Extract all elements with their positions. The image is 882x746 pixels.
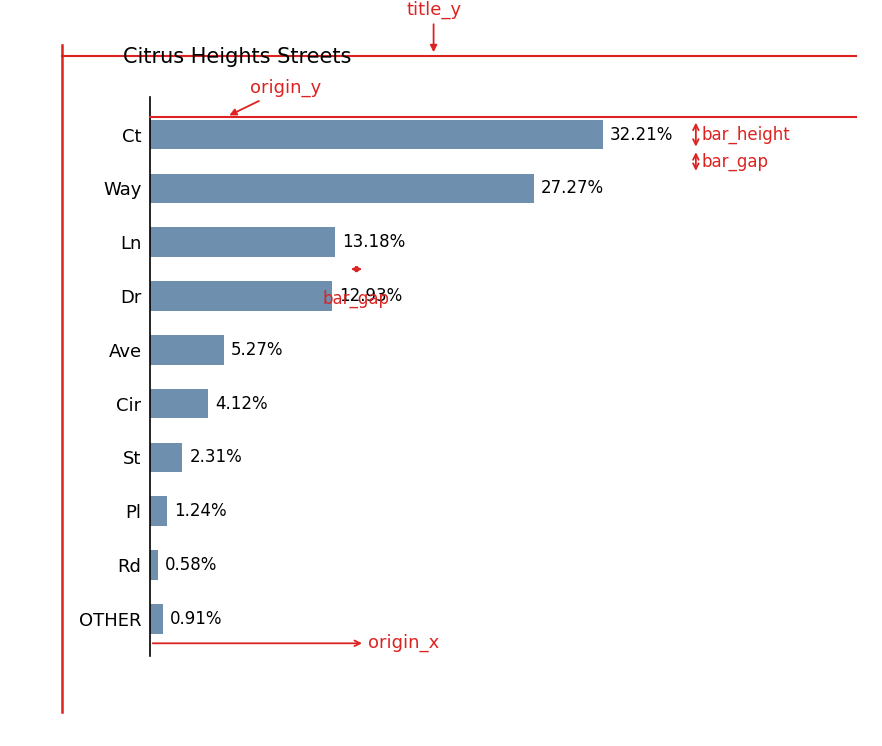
Bar — [150, 335, 224, 365]
Text: bar_gap: bar_gap — [701, 152, 768, 171]
Text: 5.27%: 5.27% — [231, 341, 284, 359]
Text: 12.93%: 12.93% — [339, 287, 402, 305]
Text: bar_height: bar_height — [701, 125, 790, 144]
Text: Citrus Heights Streets: Citrus Heights Streets — [123, 47, 352, 67]
Text: 32.21%: 32.21% — [610, 125, 674, 144]
Text: title_y: title_y — [406, 1, 461, 50]
Text: 1.24%: 1.24% — [175, 502, 227, 520]
Bar — [150, 228, 335, 257]
Bar — [150, 174, 534, 203]
Text: origin_y: origin_y — [231, 79, 322, 115]
Text: 13.18%: 13.18% — [342, 233, 406, 251]
Text: 2.31%: 2.31% — [190, 448, 243, 466]
Text: bar_gap: bar_gap — [323, 289, 390, 308]
Text: 4.12%: 4.12% — [215, 395, 267, 413]
Text: 0.91%: 0.91% — [169, 609, 222, 628]
Text: 27.27%: 27.27% — [541, 180, 604, 198]
Text: label_x: label_x — [0, 745, 1, 746]
Bar — [150, 389, 208, 419]
Bar — [150, 120, 603, 149]
Bar — [150, 281, 332, 311]
Text: origin_x: origin_x — [153, 634, 439, 653]
Text: 0.58%: 0.58% — [165, 556, 218, 574]
Bar — [150, 604, 163, 633]
Bar — [150, 551, 158, 580]
Bar — [150, 442, 183, 472]
Bar — [150, 496, 168, 526]
